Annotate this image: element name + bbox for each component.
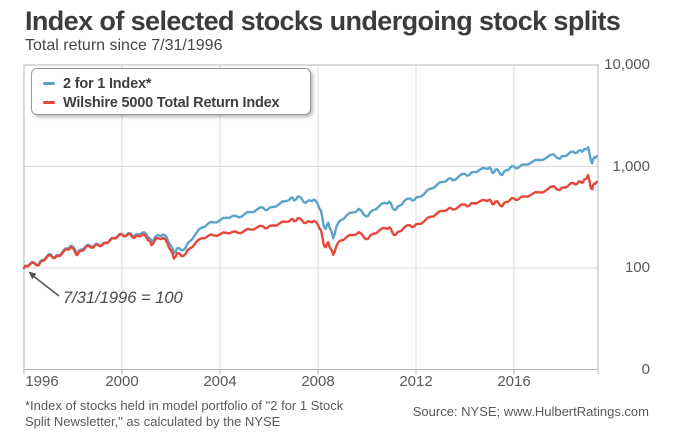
x-tick-label-2004: 2004 <box>203 373 237 390</box>
y-tick-label-100: 100 <box>624 259 650 276</box>
footnote-line1: *Index of stocks held in model portfolio… <box>25 398 344 413</box>
gridlines <box>24 65 598 370</box>
y-tick-label-0: 0 <box>641 360 650 378</box>
data-series <box>22 146 598 270</box>
x-tick-label-2000: 2000 <box>105 373 139 390</box>
series-line-wilshire <box>22 173 598 270</box>
base-value-annotation: 7/31/1996 = 100 <box>63 289 183 307</box>
annotation-arrow <box>28 271 60 297</box>
x-tick-label-1996: 1996 <box>25 373 59 390</box>
legend-item-wilshire: Wilshire 5000 Total Return Index <box>32 93 310 112</box>
legend-label-2for1: 2 for 1 Index* <box>63 75 152 92</box>
chart-subtitle: Total return since 7/31/1996 <box>25 37 223 54</box>
axis-ticks <box>23 369 599 375</box>
legend-label-wilshire: Wilshire 5000 Total Return Index <box>63 94 280 111</box>
legend-swatch-blue <box>43 81 55 86</box>
y-tick-label-10,000: 10,000 <box>604 56 650 73</box>
x-tick-label-2012: 2012 <box>399 373 433 390</box>
x-tick-label-2008: 2008 <box>301 373 335 390</box>
legend-swatch-red <box>43 100 55 105</box>
series-line-2for1 <box>22 146 598 270</box>
y-tick-label-1,000: 1,000 <box>612 157 650 175</box>
chart-title: Index of selected stocks undergoing stoc… <box>25 6 621 36</box>
footnote: *Index of stocks held in model portfolio… <box>25 398 343 430</box>
plot-border <box>23 64 599 370</box>
source-credit: Source: NYSE; www.HulbertRatings.com <box>412 404 649 419</box>
legend-item-2for1: 2 for 1 Index* <box>32 74 310 93</box>
legend-box: 2 for 1 Index* Wilshire 5000 Total Retur… <box>31 68 311 115</box>
footnote-line2: Split Newsletter," as calculated by the … <box>25 414 281 429</box>
x-tick-label-2016: 2016 <box>497 373 531 390</box>
